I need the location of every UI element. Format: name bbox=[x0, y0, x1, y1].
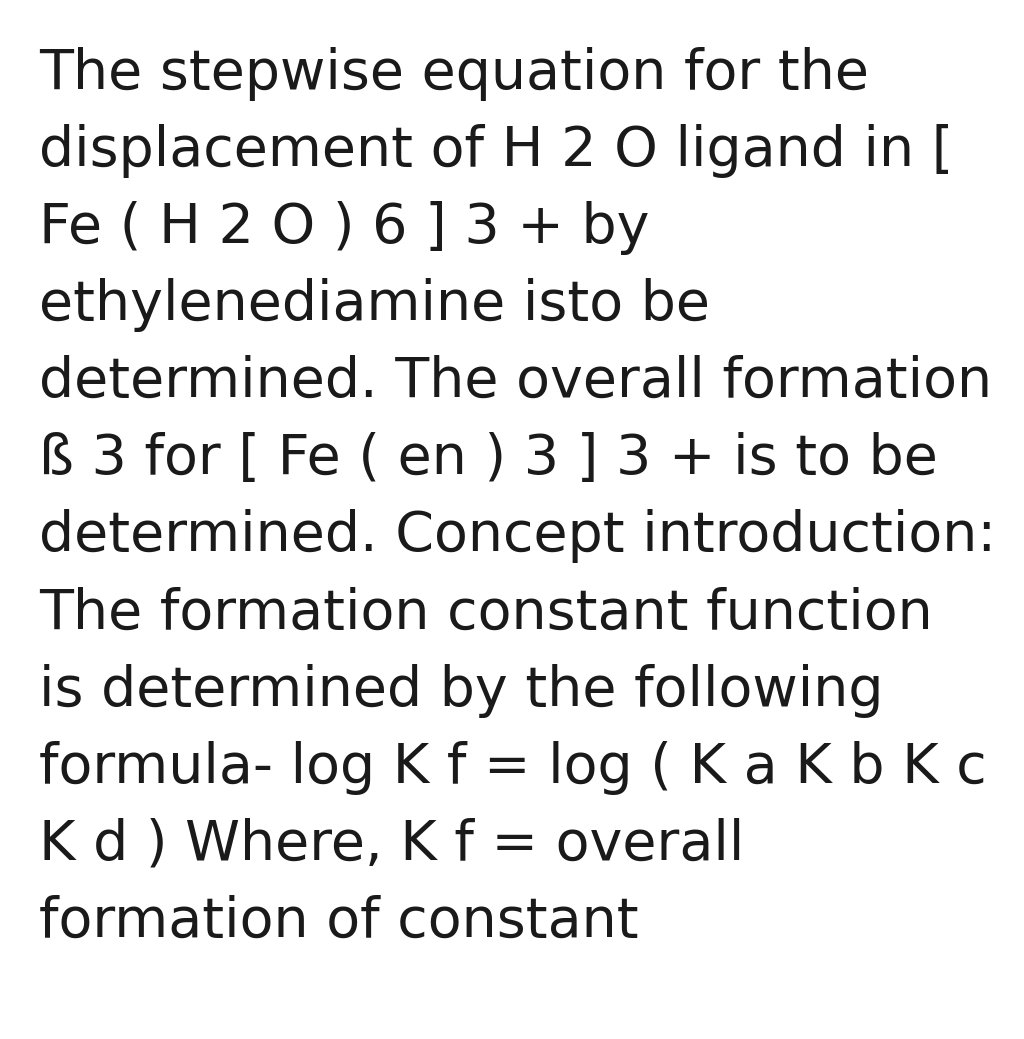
Text: The stepwise equation for the
displacement of H 2 O ligand in [
Fe ( H 2 O ) 6 ]: The stepwise equation for the displaceme… bbox=[39, 47, 996, 949]
